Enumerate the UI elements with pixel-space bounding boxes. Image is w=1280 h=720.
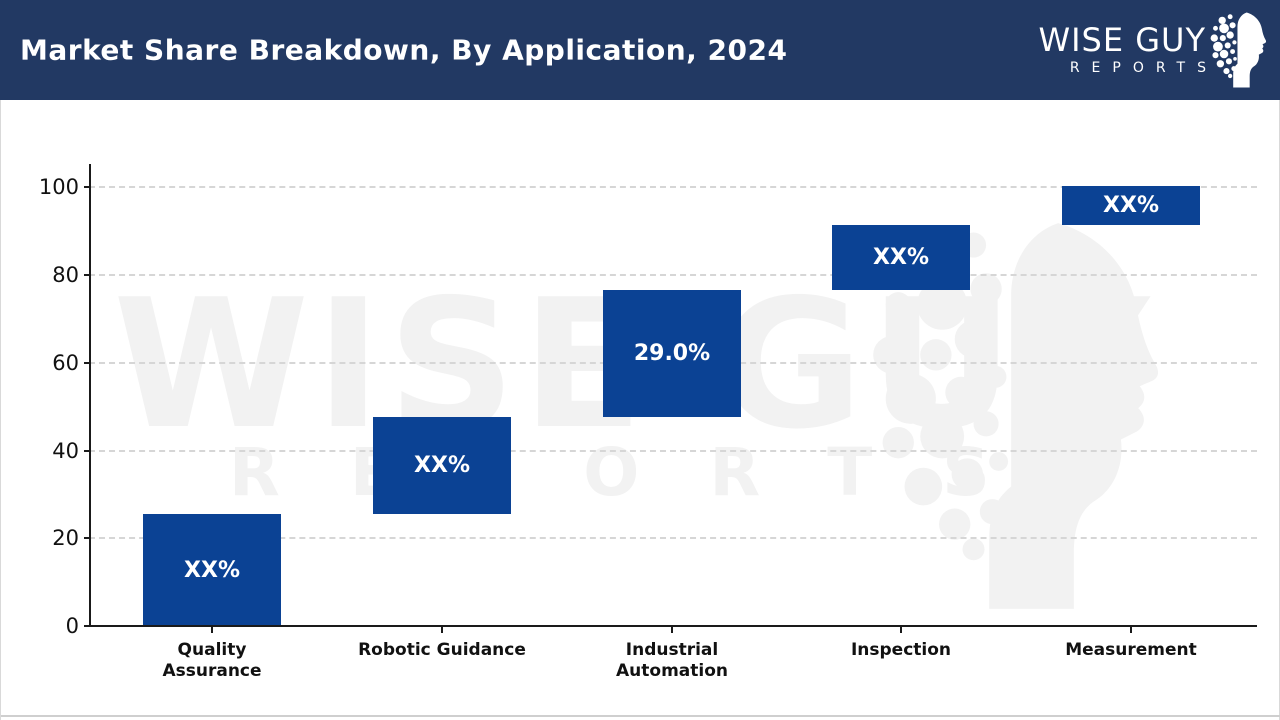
bar-value-label-quality-assurance: XX% bbox=[184, 557, 240, 583]
bar-value-label-measurement: XX% bbox=[1103, 193, 1159, 219]
brand-logo: WISE GUY REPORTS bbox=[1038, 8, 1268, 92]
x-label-quality-assurance: Quality Assurance bbox=[162, 640, 262, 682]
bar-inspection: XX% bbox=[832, 225, 970, 290]
y-tick-60 bbox=[84, 361, 90, 364]
bar-value-label-inspection: XX% bbox=[873, 244, 929, 270]
x-tick-industrial-automation bbox=[671, 627, 673, 633]
y-tick-100 bbox=[84, 186, 90, 189]
y-tick-label-100: 100 bbox=[38, 175, 79, 200]
bottom-divider bbox=[1, 715, 1280, 717]
x-label-inspection: Inspection bbox=[850, 640, 952, 660]
bar-industrial-automation: 29.0% bbox=[603, 289, 741, 417]
x-tick-robotic-guidance bbox=[441, 627, 443, 633]
bar-measurement: XX% bbox=[1062, 186, 1200, 226]
gridline-80 bbox=[89, 274, 1257, 277]
bar-robotic-guidance: XX% bbox=[373, 416, 511, 515]
y-tick-label-20: 20 bbox=[52, 526, 79, 551]
brand-subtitle: REPORTS bbox=[1069, 59, 1218, 76]
x-axis-line bbox=[89, 625, 1257, 627]
y-axis-line bbox=[89, 164, 91, 627]
y-tick-label-0: 0 bbox=[65, 614, 79, 638]
bar-value-label-robotic-guidance: XX% bbox=[414, 452, 470, 478]
x-label-industrial-automation: Industrial Automation bbox=[616, 640, 728, 682]
y-tick-label-40: 40 bbox=[52, 438, 79, 463]
bar-quality-assurance: XX% bbox=[143, 514, 281, 626]
x-tick-inspection bbox=[900, 627, 902, 633]
header-bar: Market Share Breakdown, By Application, … bbox=[0, 0, 1280, 100]
gridline-100 bbox=[89, 186, 1257, 189]
x-tick-measurement bbox=[1130, 627, 1132, 633]
y-tick-80 bbox=[84, 274, 90, 277]
y-tick-label-60: 60 bbox=[52, 350, 79, 375]
y-tick-20 bbox=[84, 537, 90, 540]
page-title: Market Share Breakdown, By Application, … bbox=[20, 33, 788, 67]
x-label-measurement: Measurement bbox=[1065, 640, 1197, 660]
brand-name: WISE GUY bbox=[1038, 21, 1206, 60]
brand-logo-text: WISE GUY REPORTS bbox=[1038, 24, 1206, 76]
y-tick-40 bbox=[84, 449, 90, 452]
y-tick-label-80: 80 bbox=[52, 263, 79, 288]
y-tick-0 bbox=[84, 625, 90, 627]
x-label-robotic-guidance: Robotic Guidance bbox=[358, 640, 526, 660]
gridline-40 bbox=[89, 449, 1257, 452]
gridline-20 bbox=[89, 537, 1257, 540]
x-tick-quality-assurance bbox=[211, 627, 213, 633]
bar-value-label-industrial-automation: 29.0% bbox=[633, 340, 711, 366]
